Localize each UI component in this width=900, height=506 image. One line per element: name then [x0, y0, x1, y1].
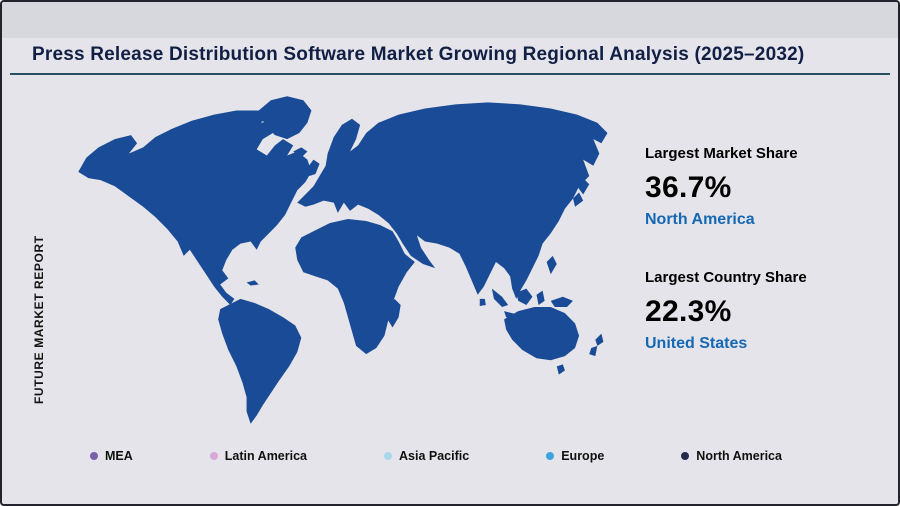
island-cuba: [246, 280, 259, 286]
island-japan-north: [577, 178, 590, 195]
island-new-guinea: [550, 296, 574, 308]
island-sumatra: [491, 288, 509, 308]
legend-label: Europe: [561, 449, 605, 463]
header-divider: [10, 73, 890, 75]
continent-south-america: [218, 298, 302, 424]
island-greenland: [258, 96, 312, 140]
island-sri-lanka: [479, 298, 486, 307]
legend-dot-north-america: [681, 452, 690, 460]
legend-dot-mea: [90, 452, 98, 460]
island-tasmania: [556, 364, 565, 375]
island-new-zealand-north: [595, 333, 604, 346]
island-ireland: [301, 167, 308, 178]
stat-label: Largest Market Share: [645, 145, 798, 162]
brand-vertical-label: FUTURE MARKET REPORT: [32, 235, 46, 404]
world-map-svg: [78, 96, 608, 424]
continent-africa: [295, 219, 415, 355]
continent-australia: [504, 307, 580, 361]
stat-market-share: Largest Market Share 36.7% North America: [645, 145, 890, 229]
legend-label: MEA: [105, 449, 133, 463]
continent-north-america: [78, 110, 312, 305]
stat-label: Largest Country Share: [645, 269, 807, 286]
legend-item-north-america: North America: [681, 449, 782, 463]
legend: MEA Latin America Asia Pacific Europe No…: [90, 449, 782, 463]
stat-region: United States: [645, 335, 748, 352]
island-borneo: [516, 288, 533, 305]
page-title: Press Release Distribution Software Mark…: [32, 44, 805, 65]
legend-label: Latin America: [224, 449, 307, 463]
stat-value: 22.3%: [645, 295, 732, 328]
legend-item-latin-america: Latin America: [209, 449, 307, 463]
island-philippines: [546, 255, 557, 275]
world-map: [58, 88, 646, 436]
stat-country-share: Largest Country Share 22.3% United State…: [645, 269, 890, 353]
stats-panel: Largest Market Share 36.7% North America…: [645, 145, 890, 393]
island-sulawesi: [536, 290, 545, 305]
island-great-britain: [307, 159, 320, 177]
legend-item-mea: MEA: [90, 449, 133, 463]
top-strip: [2, 2, 898, 38]
island-iceland: [293, 147, 308, 158]
legend-dot-latin-america: [209, 452, 218, 460]
legend-item-europe: Europe: [546, 449, 604, 463]
legend-item-asia-pacific: Asia Pacific: [384, 449, 469, 463]
island-japan-south: [573, 192, 584, 207]
continent-eurasia: [297, 102, 608, 299]
stat-region: North America: [645, 211, 755, 228]
island-new-zealand-south: [589, 345, 598, 357]
island-madagascar: [387, 298, 401, 328]
legend-dot-europe: [546, 452, 555, 460]
stat-value: 36.7%: [645, 171, 732, 204]
legend-label: North America: [696, 449, 782, 463]
legend-dot-asia-pacific: [384, 452, 393, 460]
legend-label: Asia Pacific: [399, 449, 470, 463]
